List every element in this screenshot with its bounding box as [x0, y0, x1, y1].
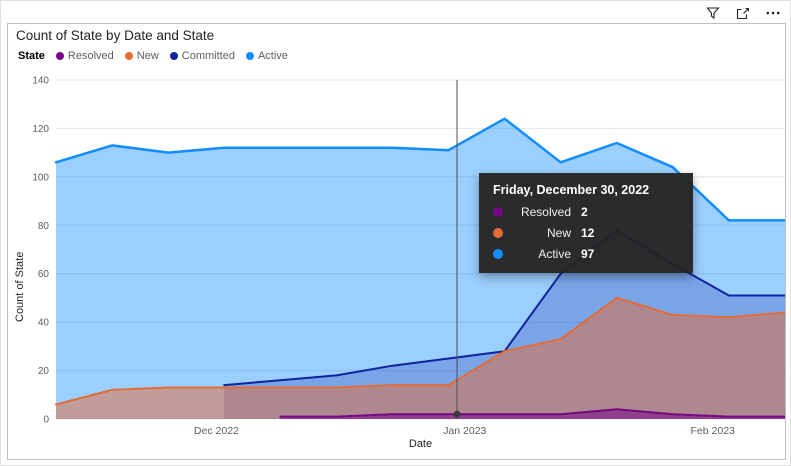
series-bullet-icon	[493, 249, 503, 259]
line-active[interactable]	[54, 117, 785, 222]
legend-bullet-icon	[124, 52, 133, 60]
series-bullet-icon	[493, 228, 503, 238]
focus-mode-button[interactable]	[734, 4, 752, 22]
y-tick-label: 80	[38, 221, 50, 232]
x-tick-label: Feb 2023	[691, 425, 736, 437]
legend-title: State	[18, 50, 45, 62]
y-tick-label: 60	[38, 269, 50, 280]
tooltip-series-value: 97	[581, 247, 595, 261]
x-tick-label: Jan 2023	[443, 425, 486, 437]
legend-item-committed[interactable]: Committed	[169, 50, 235, 62]
y-tick-label: 140	[32, 76, 49, 87]
legend-bullet-icon	[169, 52, 178, 60]
tooltip-series-value: 12	[581, 226, 595, 240]
tooltip-row-resolved: Resolved 2	[493, 205, 679, 219]
tooltip-title: Friday, December 30, 2022	[493, 183, 650, 197]
legend-bullet-icon	[245, 52, 254, 60]
legend-items: Resolved New Committed Active	[55, 50, 288, 62]
tooltip-row-new: New 12	[493, 226, 679, 240]
crosshair-dot-icon	[453, 410, 461, 418]
legend-item-label: Active	[257, 50, 288, 62]
line-resolved[interactable]	[279, 408, 785, 418]
filter-button[interactable]	[704, 4, 722, 22]
legend-item-label: Resolved	[67, 50, 114, 62]
visual-header-toolbar	[704, 4, 782, 22]
visual-title: Count of State by Date and State	[16, 28, 215, 43]
tooltip-series-label: Active	[538, 247, 571, 261]
legend-item-label: Committed	[181, 50, 235, 62]
more-options-icon	[766, 11, 780, 15]
area-resolved[interactable]	[280, 409, 785, 419]
legend-bullet-icon	[55, 52, 64, 60]
x-tick-label: Dec 2022	[194, 425, 239, 437]
legend: State Resolved New Committed Active	[18, 50, 288, 62]
y-axis-title: Count of State	[14, 251, 26, 322]
legend-item-new[interactable]: New	[124, 50, 159, 62]
series-bullet-icon	[493, 207, 503, 217]
line-new[interactable]	[55, 296, 785, 406]
tooltip: Friday, December 30, 2022 Resolved 2 New 12…	[479, 173, 693, 273]
y-tick-label: 120	[32, 124, 49, 135]
legend-item-label: New	[136, 50, 159, 62]
x-axis-title: Date	[408, 438, 433, 450]
area-new[interactable]	[56, 297, 785, 419]
legend-item-resolved[interactable]: Resolved	[55, 50, 114, 62]
legend-item-active[interactable]: Active	[245, 50, 288, 62]
tooltip-rows: Resolved 2 New 12 Active 97	[493, 205, 679, 261]
tooltip-row-active: Active 97	[493, 247, 679, 261]
tooltip-series-label: New	[546, 226, 571, 240]
y-tick-label: 40	[38, 318, 50, 329]
more-options-button[interactable]	[764, 4, 782, 22]
tooltip-series-label: Resolved	[520, 205, 571, 219]
tooltip-series-value: 2	[581, 205, 588, 219]
filter-icon	[706, 7, 720, 20]
y-tick-label: 100	[32, 172, 49, 183]
focus-mode-icon	[736, 7, 750, 20]
y-tick-label: 0	[43, 415, 49, 426]
y-tick-label: 20	[38, 366, 50, 377]
